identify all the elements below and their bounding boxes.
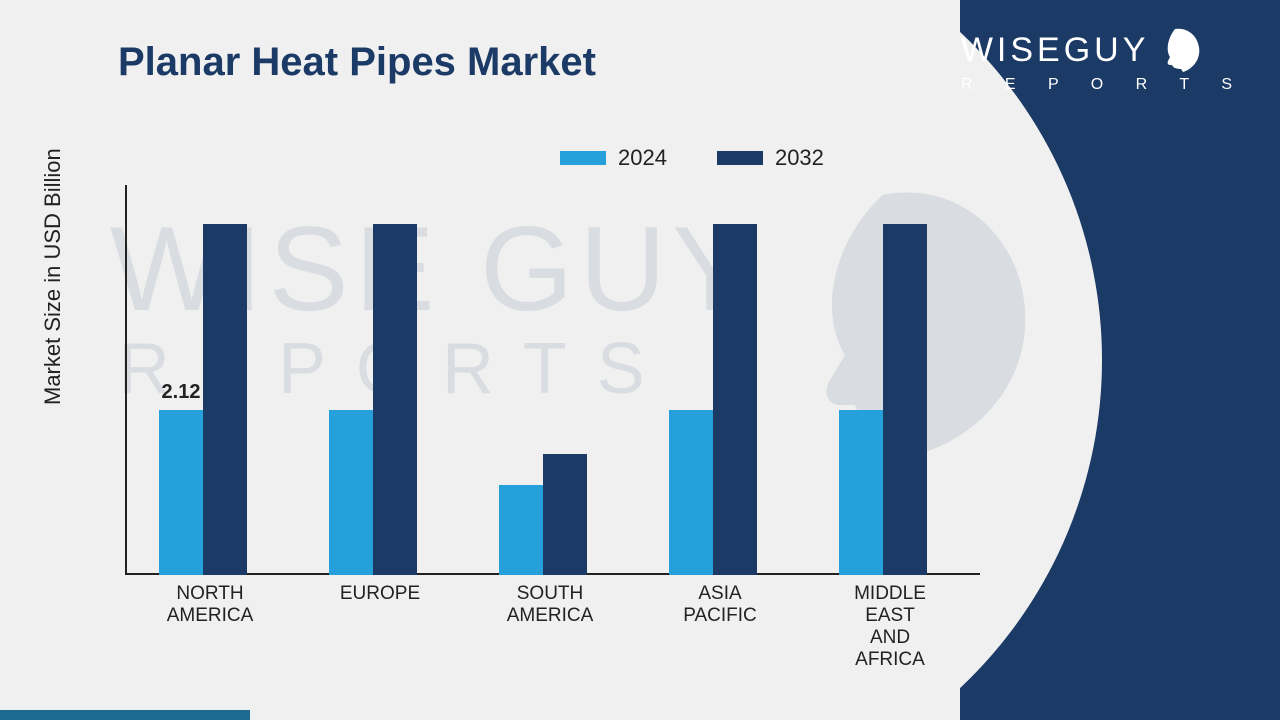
bar-2032 <box>203 224 247 575</box>
bar-2024 <box>669 410 713 575</box>
bar-2032 <box>543 454 587 575</box>
x-axis-category-label: NORTHAMERICA <box>135 583 285 627</box>
legend-swatch-2024 <box>560 151 606 165</box>
logo-text-line1: WISEGUY <box>961 33 1150 67</box>
y-axis-line <box>125 185 127 575</box>
legend-item-2024: 2024 <box>560 145 667 171</box>
logo-text-line2: R E P O R T S <box>961 77 1250 93</box>
logo-head-icon <box>1155 25 1205 75</box>
plot-region: 2.12 <box>125 185 980 575</box>
chart-title: Planar Heat Pipes Market <box>118 40 596 85</box>
x-axis-category-label: MIDDLEEASTANDAFRICA <box>815 583 965 670</box>
bar-2032 <box>373 224 417 575</box>
x-axis-category-label: EUROPE <box>305 583 455 605</box>
legend-label-2024: 2024 <box>618 145 667 171</box>
bar-2032 <box>883 224 927 575</box>
right-band <box>960 0 1280 720</box>
y-axis-label: Market Size in USD Billion <box>40 148 66 405</box>
bar-2024 <box>499 485 543 575</box>
x-axis-category-label: SOUTHAMERICA <box>475 583 625 627</box>
bar-2024 <box>329 410 373 575</box>
legend-label-2032: 2032 <box>775 145 824 171</box>
bar-2024 <box>839 410 883 575</box>
bar-2032 <box>713 224 757 575</box>
bottom-accent-bar <box>0 710 250 720</box>
x-axis-category-label: ASIAPACIFIC <box>645 583 795 627</box>
legend: 2024 2032 <box>560 145 824 171</box>
stage: Planar Heat Pipes Market WISEGUY R E P O… <box>0 0 1280 720</box>
chart-area: Market Size in USD Billion 2024 2032 2.1… <box>70 145 980 685</box>
bar-2024 <box>159 410 203 575</box>
legend-swatch-2032 <box>717 151 763 165</box>
bar-value-label: 2.12 <box>162 381 201 404</box>
legend-item-2032: 2032 <box>717 145 824 171</box>
brand-logo: WISEGUY R E P O R T S <box>961 25 1250 93</box>
